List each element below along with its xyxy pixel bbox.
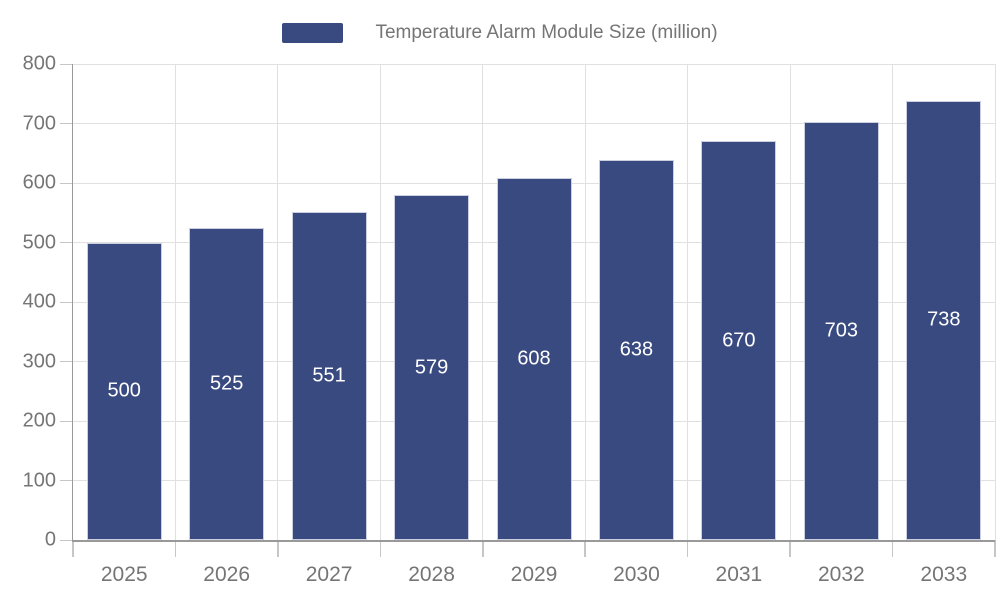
x-axis-tick xyxy=(379,540,382,557)
y-axis-tick-label: 700 xyxy=(22,112,56,134)
x-axis-tick xyxy=(686,540,689,557)
gridline-vertical xyxy=(789,64,791,540)
x-axis-tick xyxy=(277,540,279,557)
bar-2030[interactable]: 638 xyxy=(598,160,674,540)
x-axis-tick xyxy=(72,540,74,557)
y-axis-tick xyxy=(60,242,73,243)
x-axis-tick xyxy=(891,540,894,557)
bar-value-label: 638 xyxy=(619,338,654,361)
x-axis-tick-label: 2025 xyxy=(100,563,148,586)
y-axis-tick-label: 800 xyxy=(22,52,56,75)
y-axis-tick-label: 400 xyxy=(22,290,56,313)
x-axis-tick xyxy=(174,540,177,557)
gridline-vertical xyxy=(994,64,996,540)
y-axis-tick-label: 100 xyxy=(22,469,56,491)
bar-2027[interactable]: 551 xyxy=(291,212,367,540)
x-axis-tick-label: 2028 xyxy=(408,563,455,586)
x-axis-tick-label: 2027 xyxy=(305,563,353,586)
gridline-vertical xyxy=(584,64,586,540)
bar-2025[interactable]: 500 xyxy=(86,242,162,540)
y-axis-tick-label: 200 xyxy=(22,409,56,432)
gridline-vertical xyxy=(174,64,176,540)
x-axis-tick-label: 2032 xyxy=(817,563,865,586)
legend-swatch xyxy=(282,23,344,43)
y-axis-tick xyxy=(60,361,73,362)
bar-2031[interactable]: 670 xyxy=(701,141,777,540)
bar-value-label: 525 xyxy=(209,372,244,395)
y-axis-tick xyxy=(60,480,73,481)
bar-value-label: 551 xyxy=(312,364,346,387)
x-axis-tick-label: 2030 xyxy=(613,563,660,586)
y-axis-tick xyxy=(60,301,73,303)
y-axis-tick xyxy=(60,182,73,184)
gridline-vertical xyxy=(482,64,484,540)
bar-2029[interactable]: 608 xyxy=(496,178,572,540)
bar-value-label: 608 xyxy=(517,347,551,370)
gridline-horizontal xyxy=(73,123,995,124)
x-axis-tick-label: 2026 xyxy=(203,563,251,586)
gridline-vertical xyxy=(687,64,689,540)
y-axis-tick-label: 600 xyxy=(22,171,56,194)
x-axis-tick xyxy=(789,540,791,557)
bar-value-label: 738 xyxy=(927,308,961,331)
bar-value-label: 703 xyxy=(824,319,859,342)
y-axis-line xyxy=(71,64,73,540)
bar-value-label: 579 xyxy=(414,356,449,379)
gridline-horizontal xyxy=(73,63,995,65)
x-axis-tick-label: 2031 xyxy=(715,563,763,586)
x-axis-tick xyxy=(994,540,996,557)
y-axis-tick xyxy=(60,63,73,65)
bar-2033[interactable]: 738 xyxy=(906,100,982,540)
chart-legend[interactable]: Temperature Alarm Module Size (million) xyxy=(0,20,1000,46)
y-axis-tick xyxy=(60,420,73,422)
gridline-vertical xyxy=(277,64,279,540)
legend-label: Temperature Alarm Module Size (million) xyxy=(375,22,718,43)
bar-value-label: 670 xyxy=(722,329,756,352)
y-axis-tick xyxy=(60,539,73,541)
y-axis-tick-label: 500 xyxy=(22,231,56,253)
bar-2028[interactable]: 579 xyxy=(394,195,470,540)
y-axis-tick-label: 0 xyxy=(44,528,56,551)
x-axis-tick xyxy=(584,540,586,557)
bar-2032[interactable]: 703 xyxy=(803,121,879,540)
gridline-vertical xyxy=(379,64,381,540)
x-axis-tick-label: 2033 xyxy=(920,563,968,586)
x-axis-line xyxy=(71,540,995,542)
bar-value-label: 500 xyxy=(107,379,141,402)
y-axis-tick-label: 300 xyxy=(22,350,56,372)
gridline-vertical xyxy=(892,64,894,540)
bar-2026[interactable]: 525 xyxy=(189,227,265,540)
y-axis-tick xyxy=(60,123,73,124)
x-axis-tick-label: 2029 xyxy=(510,563,558,586)
x-axis-tick xyxy=(482,540,484,557)
